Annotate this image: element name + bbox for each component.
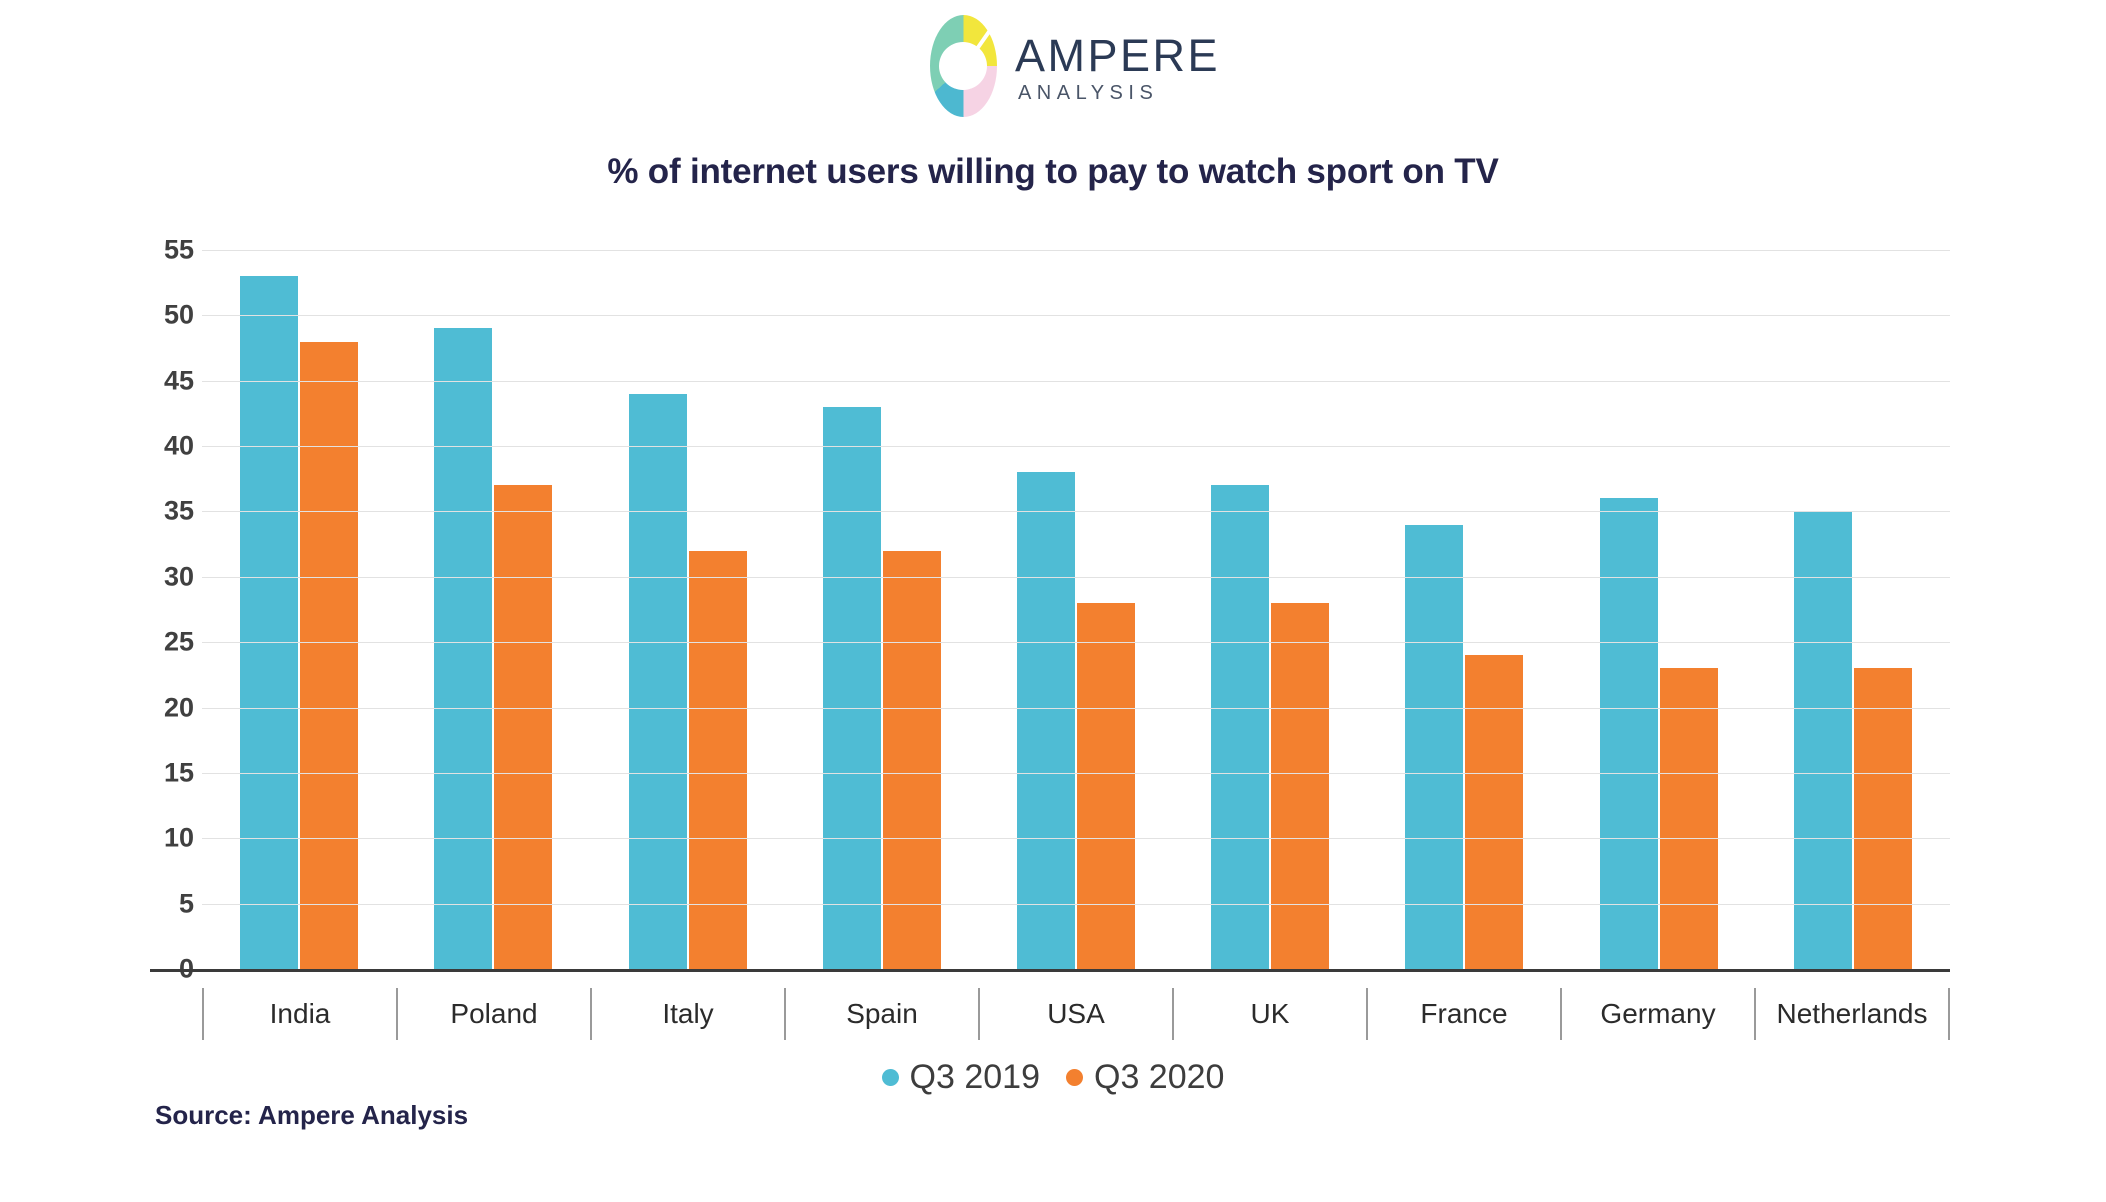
- gridline-25: [202, 642, 1950, 644]
- category-label-france: France: [1368, 988, 1562, 1040]
- plot-area: [150, 215, 1950, 985]
- bar-usa-q3-2019[interactable]: [1016, 472, 1075, 969]
- y-axis-tick-5: 5: [178, 888, 194, 919]
- bar-germany-q3-2019[interactable]: [1599, 498, 1658, 969]
- bar-india-q3-2019[interactable]: [240, 276, 299, 969]
- bar-group-france: [1367, 215, 1561, 969]
- gridline-5: [202, 903, 1950, 905]
- bar-netherlands-q3-2020[interactable]: [1853, 668, 1912, 969]
- category-axis: India Poland Italy Spain USA UK France Germany N…: [202, 988, 1950, 1040]
- bar-germany-q3-2020[interactable]: [1659, 668, 1718, 969]
- page-title: % of internet users willing to pay to wa…: [607, 152, 1499, 191]
- bar-spain-q3-2019[interactable]: [822, 406, 881, 969]
- y-axis-tick-25: 25: [163, 626, 194, 657]
- gridline-50: [202, 315, 1950, 317]
- bar-uk-q3-2019[interactable]: [1211, 485, 1270, 969]
- legend-label: Q3 2020: [1094, 1058, 1225, 1096]
- y-axis-tick-40: 40: [163, 430, 194, 461]
- gridline-20: [202, 707, 1950, 709]
- bar-spain-q3-2020[interactable]: [882, 550, 941, 969]
- y-axis-tick-45: 45: [163, 365, 194, 396]
- ampere-analysis-logo: AMPERE ANALYSIS: [930, 10, 1220, 122]
- legend-dot-icon: [881, 1069, 899, 1086]
- bar-group-poland: [396, 215, 590, 969]
- bar-france-q3-2020[interactable]: [1465, 655, 1524, 969]
- category-label-netherlands: Netherlands: [1776, 998, 1928, 1029]
- y-axis-tick-0: 0: [179, 954, 194, 985]
- logo-text-block: AMPERE ANALYSIS: [1015, 29, 1220, 103]
- logo-wordmark: AMPERE: [1014, 30, 1220, 81]
- y-axis-tick-50: 50: [163, 299, 194, 330]
- legend-label: Q3 2019: [909, 1058, 1040, 1096]
- bar-group-netherlands: [1756, 215, 1950, 969]
- logo-subword: ANALYSIS: [1017, 82, 1159, 104]
- category-label-uk: UK: [1174, 988, 1368, 1040]
- legend-item-q3-2020[interactable]: Q3 2020: [1066, 1058, 1224, 1097]
- y-axis-tick-15: 15: [163, 757, 194, 788]
- legend-dot-icon: [1066, 1069, 1083, 1086]
- y-axis-tick-35: 35: [163, 495, 194, 526]
- y-axis-tick-20: 20: [163, 692, 194, 723]
- bar-group-uk: [1173, 215, 1367, 969]
- category-label-germany: Germany: [1562, 988, 1756, 1040]
- gridline-10: [202, 838, 1950, 840]
- bar-poland-q3-2019[interactable]: [434, 328, 493, 969]
- bar-group-spain: [785, 215, 979, 969]
- chart-legend: Q3 2019 Q3 2020: [0, 1058, 2106, 1097]
- gridline-30: [202, 576, 1950, 578]
- bar-poland-q3-2020[interactable]: [494, 485, 553, 969]
- bar-india-q3-2020[interactable]: [300, 341, 359, 969]
- gridline-45: [202, 380, 1950, 382]
- bar-group-italy: [590, 215, 784, 969]
- y-axis-tick-10: 10: [163, 822, 194, 853]
- bar-group-germany: [1562, 215, 1756, 969]
- category-label-india: India: [204, 988, 398, 1040]
- category-label-usa: USA: [980, 988, 1174, 1040]
- bar-uk-q3-2020[interactable]: [1271, 602, 1330, 969]
- category-label-spain: Spain: [786, 988, 980, 1040]
- y-axis-tick-55: 55: [163, 234, 194, 265]
- bars-layer: [202, 215, 1950, 969]
- bar-netherlands-q3-2019[interactable]: [1793, 511, 1852, 969]
- bar-group-usa: [979, 215, 1173, 969]
- category-label-poland: Poland: [398, 988, 592, 1040]
- bar-usa-q3-2020[interactable]: [1076, 602, 1135, 969]
- bar-group-india: [202, 215, 396, 969]
- donut-hole: [939, 42, 988, 90]
- category-label-italy: Italy: [592, 988, 786, 1040]
- donut-logo-icon: [930, 15, 997, 117]
- gridline-40: [202, 446, 1950, 448]
- y-axis: 5550454035302520151050: [150, 215, 202, 985]
- bar-italy-q3-2019[interactable]: [628, 393, 687, 969]
- legend-item-q3-2019[interactable]: Q3 2019: [881, 1058, 1040, 1097]
- x-axis-line: [150, 969, 1950, 972]
- bar-france-q3-2019[interactable]: [1405, 524, 1464, 969]
- source-note: Source: Ampere Analysis: [155, 1100, 469, 1130]
- gridline-35: [202, 511, 1950, 513]
- chart-plot-wrapper: 5550454035302520151050: [150, 215, 1950, 985]
- y-axis-tick-30: 30: [163, 561, 194, 592]
- gridline-15: [202, 772, 1950, 774]
- bar-italy-q3-2020[interactable]: [688, 550, 747, 969]
- gridline-55: [202, 250, 1950, 251]
